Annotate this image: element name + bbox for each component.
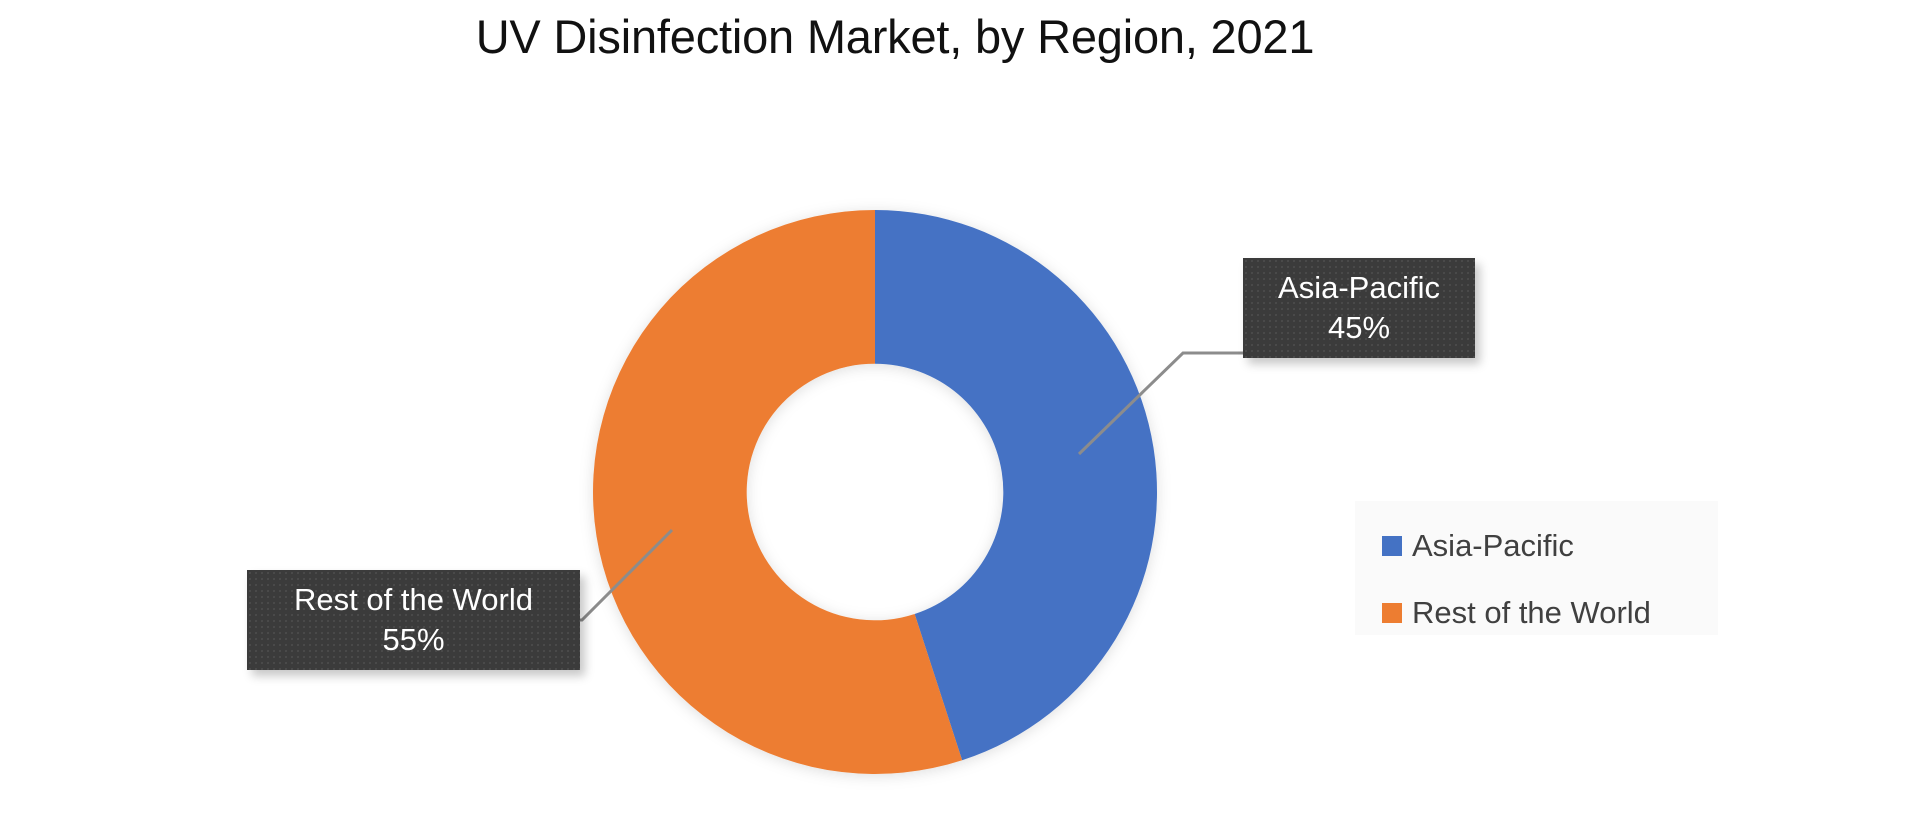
data-label-value: 55%	[382, 622, 445, 657]
data-label-rest-of-the-world: Rest of the World 55%	[247, 570, 580, 670]
data-label-asia-pacific: Asia-Pacific 45%	[1243, 258, 1475, 358]
legend-swatch-icon	[1382, 603, 1402, 623]
pie-slice-asia-pacific[interactable]	[875, 210, 1158, 761]
donut-svg	[593, 210, 1158, 775]
donut-chart	[563, 180, 1187, 804]
data-label-name: Asia-Pacific	[1278, 270, 1440, 305]
data-label-name: Rest of the World	[294, 582, 533, 617]
legend: Asia-Pacific Rest of the World	[1355, 501, 1718, 635]
page-title: UV Disinfection Market, by Region, 2021	[475, 10, 1315, 63]
pie-slice-rest-of-the-world[interactable]	[593, 210, 963, 775]
legend-item-label: Asia-Pacific	[1412, 528, 1574, 563]
legend-swatch-icon	[1382, 536, 1402, 556]
legend-item-label: Rest of the World	[1412, 595, 1651, 630]
data-label-value: 45%	[1327, 310, 1391, 345]
legend-item-rest-of-the-world[interactable]: Rest of the World	[1382, 590, 1718, 636]
legend-item-asia-pacific[interactable]: Asia-Pacific	[1382, 523, 1718, 569]
